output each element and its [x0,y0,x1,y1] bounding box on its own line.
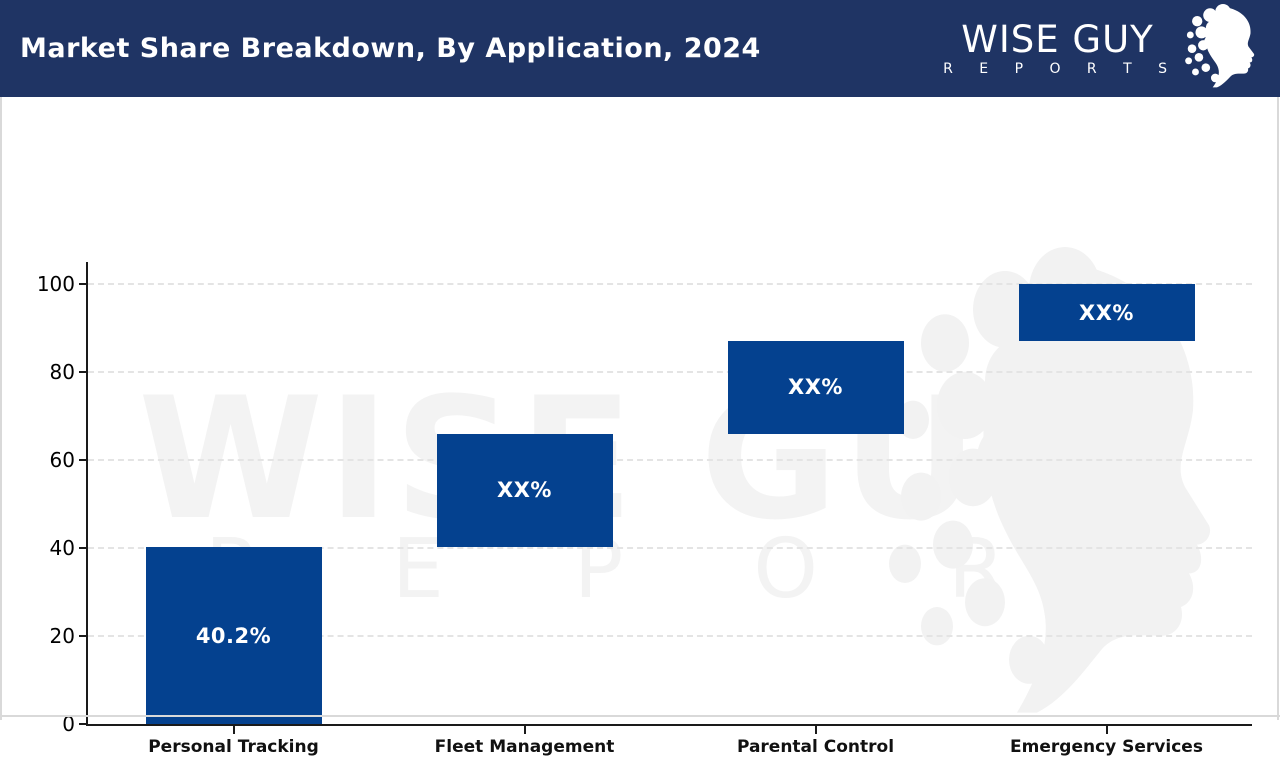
y-axis-tick-label: 100 [36,272,75,296]
bar-parental-control: XX% [727,341,904,434]
x-category-label: Personal Tracking [148,737,319,757]
y-axis-tick [79,635,88,637]
x-axis-tick [523,725,526,734]
page-border-left [0,97,2,720]
gridline-80 [88,371,1252,373]
bar-value-label: 40.2% [195,623,272,648]
gridline-100 [88,283,1252,285]
page-title: Market Share Breakdown, By Application, … [20,33,761,64]
x-axis-line [86,724,1252,726]
y-axis-tick [79,283,88,285]
logo-wordmark-line1: WISE GUY [961,17,1154,61]
x-category-label: Fleet Management [434,737,615,757]
y-axis-tick-label: 60 [49,448,75,472]
x-axis-tick [814,725,817,734]
bar-fleet-management: XX% [436,433,613,548]
logo-wordmark: WISE GUY R E P O R T S [937,21,1178,77]
y-axis-tick [79,459,88,461]
gridline-60 [88,459,1252,461]
gridline-40 [88,547,1252,549]
bar-value-label: XX% [497,478,552,503]
dotted-head-profile-icon [1180,3,1266,95]
y-axis-tick-label: 20 [49,624,75,648]
bar-personal-tracking: 40.2% [145,547,322,724]
y-axis-tick [79,547,88,549]
y-axis-tick-label: 40 [49,536,75,560]
y-axis-line [86,262,88,726]
bar-value-label: XX% [788,375,843,400]
brand-logo: WISE GUY R E P O R T S [937,3,1270,95]
x-axis-tick [232,725,235,734]
y-axis-tick-label: 80 [49,360,75,384]
bar-emergency-services: XX% [1018,284,1195,342]
header-bar: Market Share Breakdown, By Application, … [0,0,1280,97]
page-border-right [1277,97,1279,720]
x-category-label: Parental Control [736,737,895,757]
page-border-bottom [0,715,1280,717]
x-axis-tick [1105,725,1108,734]
logo-wordmark-line2: R E P O R T S [943,60,1178,77]
bar-value-label: XX% [1079,300,1134,325]
y-axis-tick [79,371,88,373]
x-category-label: Emergency Services [1010,737,1203,757]
chart-canvas: WISE GUY R E P O R T S 02040608010040.2%… [0,97,1280,757]
gridline-20 [88,635,1252,637]
